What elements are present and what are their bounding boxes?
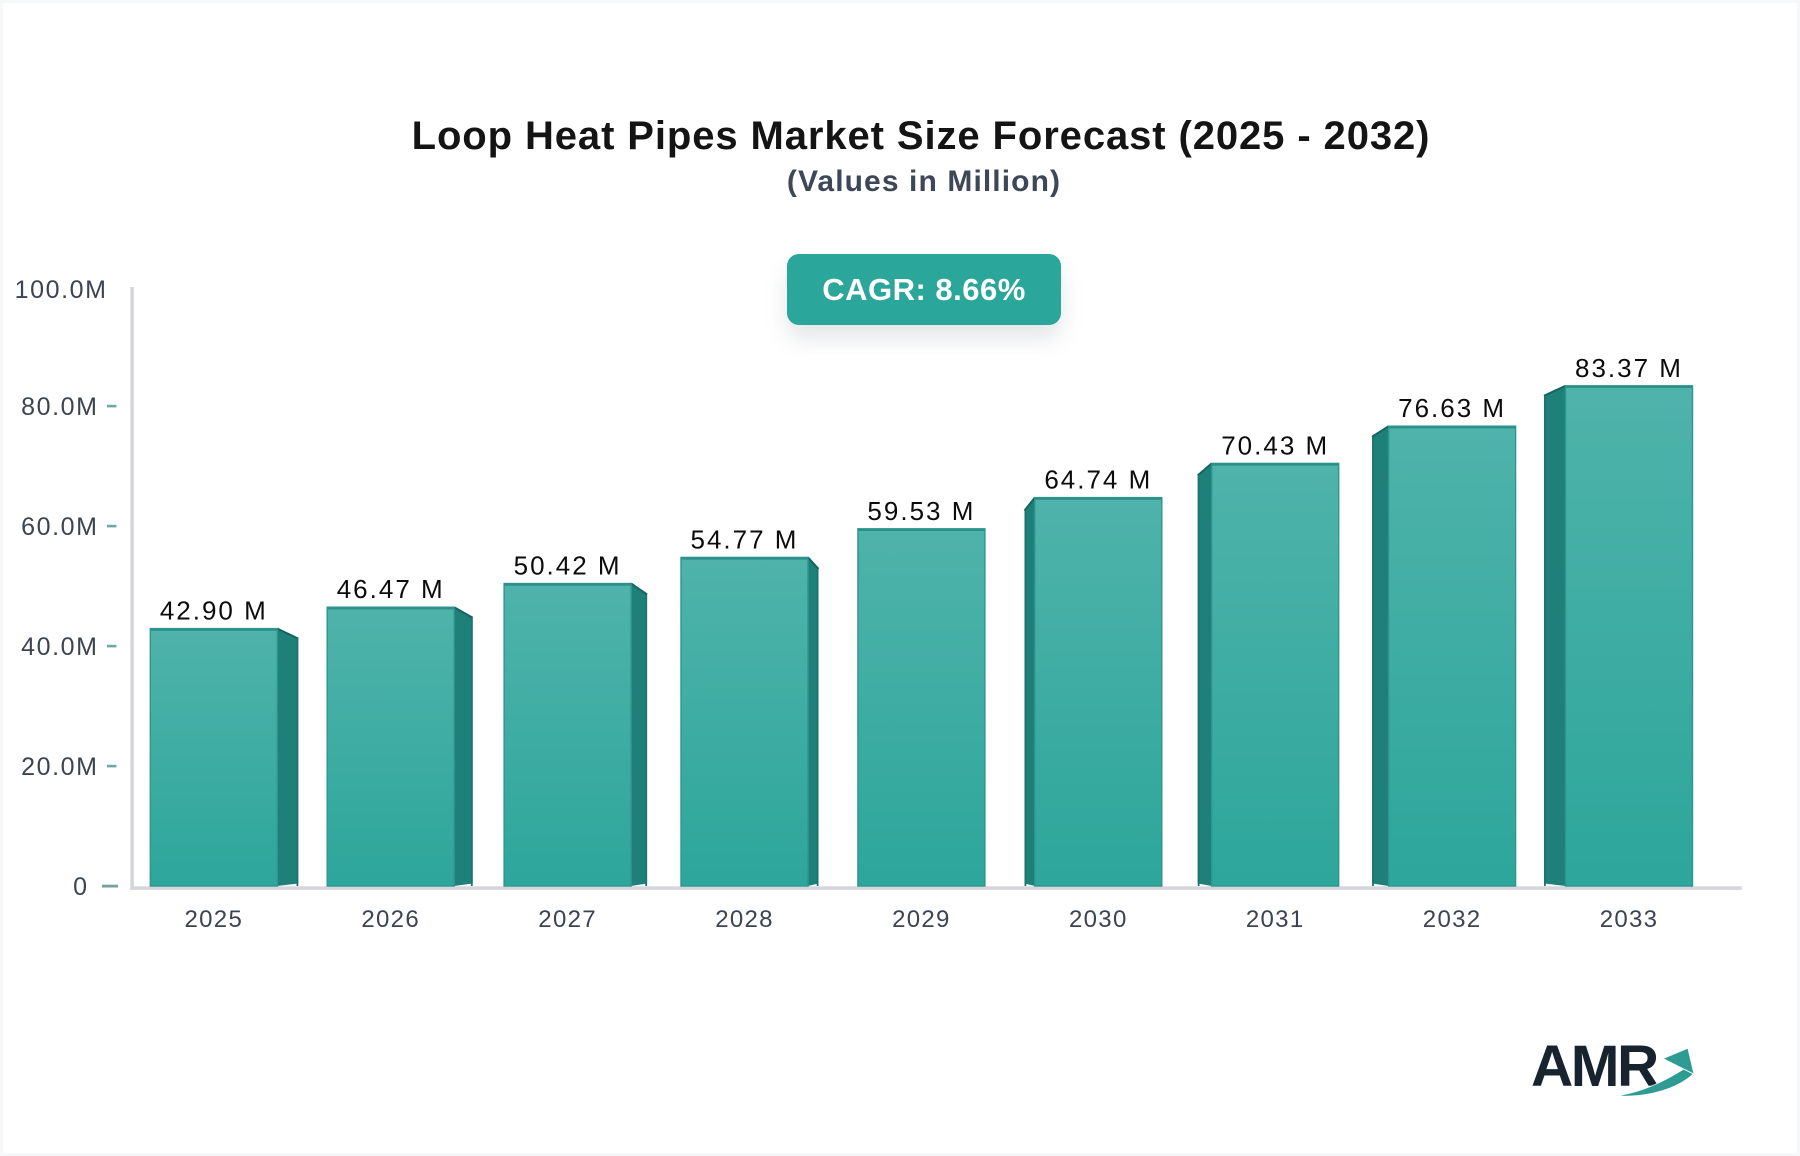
svg-text:2030: 2030 [1069,906,1128,933]
svg-text:2025: 2025 [185,906,244,933]
svg-text:2026: 2026 [361,906,420,933]
svg-text:83.37 M: 83.37 M [1575,353,1683,383]
svg-text:100.0M: 100.0M [15,276,108,304]
svg-text:46.47 M: 46.47 M [337,574,445,604]
svg-text:70.43 M: 70.43 M [1221,430,1329,460]
svg-text:2032: 2032 [1423,906,1482,933]
svg-text:2029: 2029 [892,906,951,933]
svg-text:80.0M: 80.0M [21,393,98,421]
svg-text:40.0M: 40.0M [21,633,98,661]
svg-text:50.42 M: 50.42 M [514,551,622,581]
svg-text:76.63 M: 76.63 M [1398,393,1506,423]
svg-text:2027: 2027 [538,906,597,933]
svg-text:42.90 M: 42.90 M [160,596,268,626]
svg-text:54.77 M: 54.77 M [691,524,799,554]
svg-text:2031: 2031 [1246,906,1305,933]
svg-text:59.53 M: 59.53 M [867,496,975,526]
svg-text:60.0M: 60.0M [21,513,98,541]
svg-text:AMR: AMR [1531,1034,1659,1099]
svg-text:2033: 2033 [1600,906,1659,933]
svg-text:2028: 2028 [715,906,774,933]
svg-text:0: 0 [73,873,89,901]
svg-text:64.74 M: 64.74 M [1044,465,1152,495]
svg-text:20.0M: 20.0M [21,753,98,781]
